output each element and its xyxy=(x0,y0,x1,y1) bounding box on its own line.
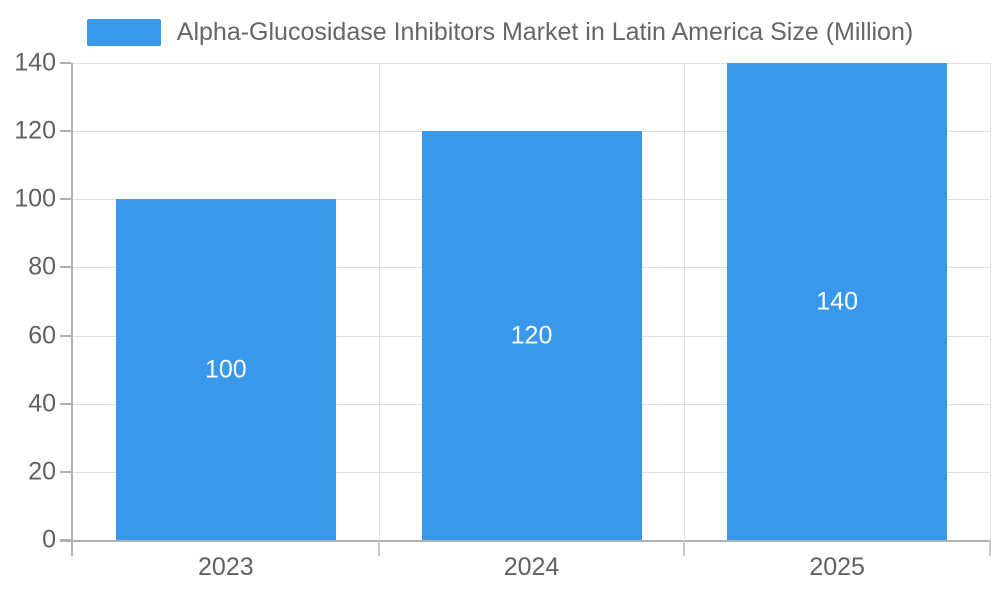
y-axis-tick-label: 60 xyxy=(28,321,56,350)
y-axis-tick-label: 100 xyxy=(14,184,56,213)
x-axis-tick-label: 2025 xyxy=(809,553,865,581)
y-tick-mark xyxy=(60,198,71,201)
h-gridline-140 xyxy=(73,63,990,64)
legend-label: Alpha-Glucosidase Inhibitors Market in L… xyxy=(176,17,914,46)
y-tick-mark xyxy=(60,402,71,405)
y-axis-tick-label: 20 xyxy=(28,457,56,486)
chart-legend[interactable]: Alpha-Glucosidase Inhibitors Market in L… xyxy=(0,14,1000,50)
v-gridline xyxy=(684,63,686,540)
x-axis-tick-label: 2024 xyxy=(503,553,560,581)
y-axis-tick-label: 0 xyxy=(42,525,56,554)
bar-value-label: 140 xyxy=(816,287,859,315)
y-tick-mark xyxy=(60,539,71,541)
x-axis-line xyxy=(60,540,990,542)
y-axis-tick-label: 80 xyxy=(28,252,56,281)
x-tick-mark xyxy=(989,540,991,556)
y-axis-line xyxy=(71,63,73,556)
bar-value-label: 120 xyxy=(510,321,553,350)
bar-value-label: 100 xyxy=(204,355,247,384)
v-gridline xyxy=(990,63,991,540)
y-tick-mark xyxy=(60,334,71,337)
y-axis-tick-label: 120 xyxy=(14,116,56,145)
y-tick-mark xyxy=(60,62,71,64)
y-tick-mark xyxy=(60,470,71,473)
y-axis-tick-label: 140 xyxy=(14,48,56,77)
plot-area: 100 120 140 xyxy=(60,62,991,556)
x-axis-tick-label: 2023 xyxy=(198,553,254,581)
bar-2025[interactable] xyxy=(727,63,948,540)
y-tick-mark xyxy=(60,266,71,269)
bar-2023[interactable] xyxy=(115,199,336,540)
x-tick-mark xyxy=(377,540,380,556)
x-tick-mark xyxy=(683,540,686,556)
y-tick-mark xyxy=(60,130,71,133)
legend-swatch xyxy=(86,18,161,46)
bar-2024[interactable] xyxy=(421,131,642,540)
y-axis-tick-label: 40 xyxy=(28,389,56,418)
v-gridline xyxy=(378,63,380,540)
